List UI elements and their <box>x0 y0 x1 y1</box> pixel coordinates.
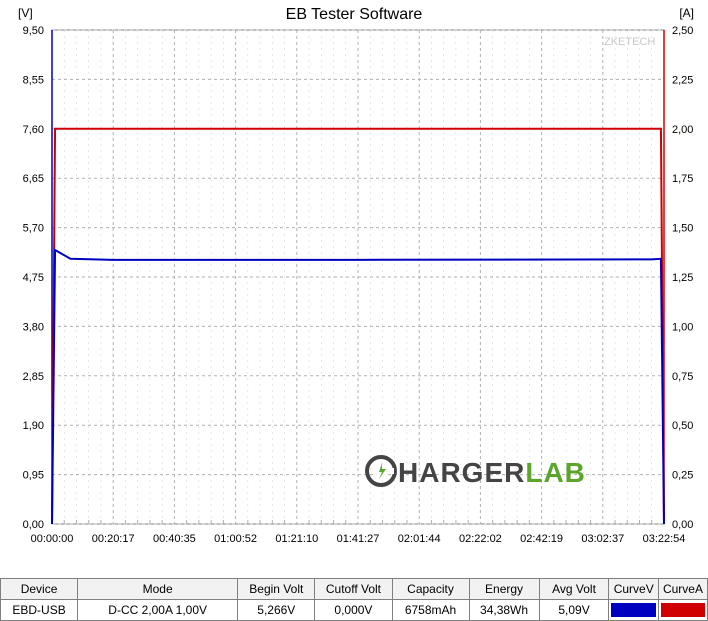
svg-text:0,75: 0,75 <box>672 371 693 383</box>
svg-text:7,60: 7,60 <box>23 124 44 136</box>
svg-text:2,00: 2,00 <box>672 124 693 136</box>
svg-text:01:41:27: 01:41:27 <box>337 533 380 545</box>
svg-text:1,50: 1,50 <box>672 223 693 235</box>
svg-text:2,50: 2,50 <box>672 25 693 37</box>
svg-text:00:00:00: 00:00:00 <box>31 533 74 545</box>
col-header: Device <box>1 579 78 600</box>
svg-text:2,25: 2,25 <box>672 74 693 86</box>
svg-text:0,50: 0,50 <box>672 420 693 432</box>
app-window: EB Tester Software [V] [A] 00:00:0000:20… <box>0 0 708 621</box>
col-header: CurveV <box>609 579 658 600</box>
svg-text:02:01:44: 02:01:44 <box>398 533 441 545</box>
power-c-icon <box>364 454 398 495</box>
results-table: DeviceModeBegin VoltCutoff VoltCapacityE… <box>0 578 708 621</box>
svg-text:6,65: 6,65 <box>23 173 44 185</box>
svg-text:01:21:10: 01:21:10 <box>275 533 318 545</box>
svg-text:03:22:54: 03:22:54 <box>643 533 686 545</box>
curve-v-swatch <box>609 600 658 621</box>
svg-text:5,70: 5,70 <box>23 223 44 235</box>
col-header: Energy <box>469 579 539 600</box>
brand-logo: HARGERLAB <box>364 454 586 495</box>
svg-text:00:40:35: 00:40:35 <box>153 533 196 545</box>
svg-text:03:02:37: 03:02:37 <box>581 533 624 545</box>
logo-text-dark: HARGER <box>398 457 525 488</box>
svg-text:8,55: 8,55 <box>23 74 44 86</box>
col-header: Capacity <box>392 579 469 600</box>
table-cell: 5,266V <box>238 600 315 621</box>
col-header: Mode <box>78 579 238 600</box>
table-cell: 34,38Wh <box>469 600 539 621</box>
table-cell: D-CC 2,00A 1,00V <box>78 600 238 621</box>
svg-text:4,75: 4,75 <box>23 272 44 284</box>
table-cell: 0,000V <box>315 600 392 621</box>
svg-text:02:22:02: 02:22:02 <box>459 533 502 545</box>
table-cell: EBD-USB <box>1 600 78 621</box>
watermark-text: ZKETECH <box>604 36 655 48</box>
curve-a-swatch <box>658 600 707 621</box>
svg-text:9,50: 9,50 <box>23 25 44 37</box>
table-row: EBD-USBD-CC 2,00A 1,00V5,266V0,000V6758m… <box>1 600 708 621</box>
svg-text:1,00: 1,00 <box>672 321 693 333</box>
svg-text:02:42:19: 02:42:19 <box>520 533 563 545</box>
table-cell: 6758mAh <box>392 600 469 621</box>
svg-text:0,00: 0,00 <box>23 519 44 531</box>
svg-text:00:20:17: 00:20:17 <box>92 533 135 545</box>
svg-text:1,75: 1,75 <box>672 173 693 185</box>
svg-text:0,95: 0,95 <box>23 470 44 482</box>
logo-text-green: LAB <box>525 457 586 488</box>
svg-text:1,90: 1,90 <box>23 420 44 432</box>
svg-text:01:00:52: 01:00:52 <box>214 533 257 545</box>
svg-text:2,85: 2,85 <box>23 371 44 383</box>
col-header: Begin Volt <box>238 579 315 600</box>
col-header: Avg Volt <box>539 579 609 600</box>
table-cell: 5,09V <box>539 600 609 621</box>
svg-text:0,25: 0,25 <box>672 470 693 482</box>
col-header: Cutoff Volt <box>315 579 392 600</box>
col-header: CurveA <box>658 579 707 600</box>
svg-text:1,25: 1,25 <box>672 272 693 284</box>
svg-text:0,00: 0,00 <box>672 519 693 531</box>
svg-text:3,80: 3,80 <box>23 321 44 333</box>
chart-area: 00:00:00 00:20:17 00:40:35 01:00:52 01:21:10… <box>0 0 708 570</box>
